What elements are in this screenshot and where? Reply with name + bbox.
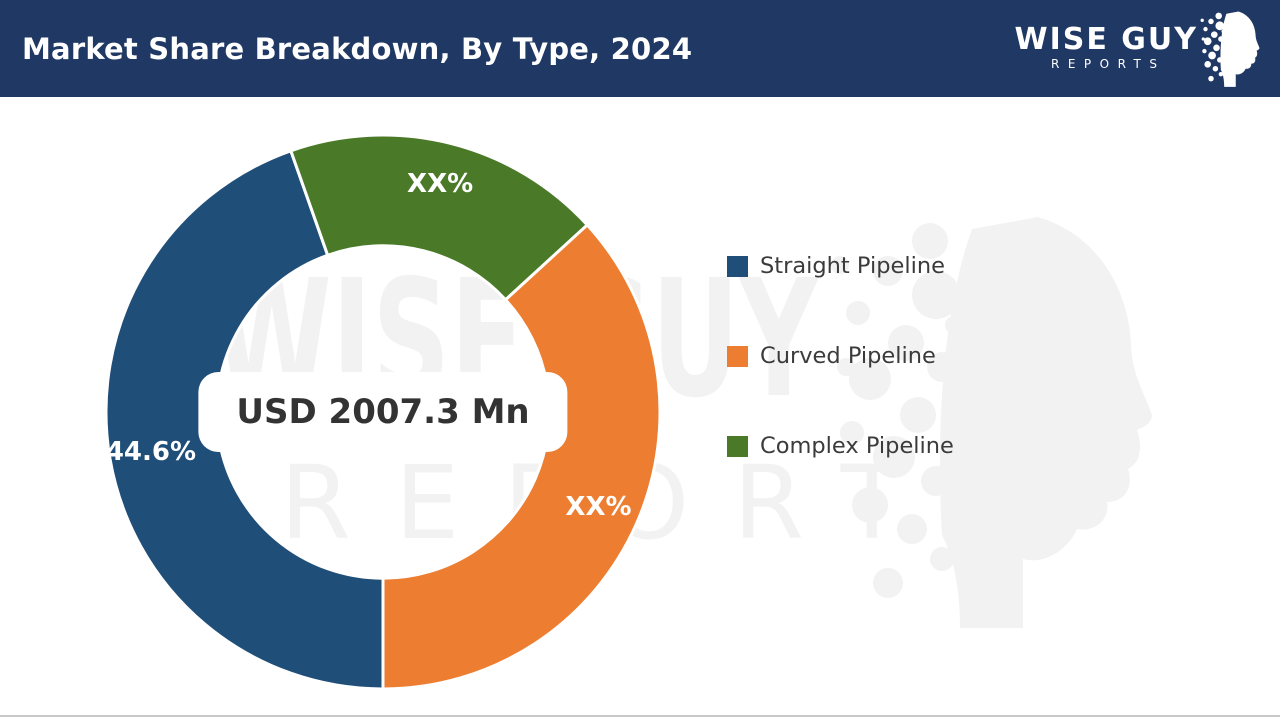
legend-swatch-complex <box>727 435 748 457</box>
wiseguy-logo: WISE GUY REPORTS <box>1014 7 1266 87</box>
donut-chart <box>104 133 662 691</box>
legend-item-straight-pipeline: Straight Pipeline <box>727 253 954 279</box>
logo-wordmark: WISE GUY <box>1014 22 1198 57</box>
bottom-rule <box>0 715 1280 717</box>
legend-item-curved-pipeline: Curved Pipeline <box>727 343 954 369</box>
slice-complex-pipeline <box>289 133 589 302</box>
slice-percentage-label: XX% <box>565 491 632 522</box>
slice-percentage-label: 44.6% <box>105 436 197 467</box>
slice-straight-pipeline <box>104 149 385 691</box>
center-value-label: USD 2007.3 Mn <box>198 372 568 452</box>
legend-label-curved: Curved Pipeline <box>760 343 936 369</box>
page-title: Market Share Breakdown, By Type, 2024 <box>22 31 693 66</box>
slice-percentage-label: XX% <box>407 168 474 199</box>
logo-wordmark-block: WISE GUY REPORTS <box>1014 23 1198 71</box>
legend-label-complex: Complex Pipeline <box>760 433 954 459</box>
legend-swatch-straight <box>727 255 748 277</box>
slice-curved-pipeline <box>381 223 662 691</box>
legend-label-straight: Straight Pipeline <box>760 253 945 279</box>
legend-swatch-curved <box>727 345 748 367</box>
face-logo-icon <box>1200 11 1260 87</box>
watermark-face-icon <box>831 217 1152 628</box>
logo-tagline: REPORTS <box>1050 57 1166 71</box>
header-bar: Market Share Breakdown, By Type, 2024 WI… <box>0 0 1280 97</box>
chart-legend: Straight Pipeline Curved Pipeline Comple… <box>727 253 954 523</box>
legend-item-complex-pipeline: Complex Pipeline <box>727 433 954 459</box>
